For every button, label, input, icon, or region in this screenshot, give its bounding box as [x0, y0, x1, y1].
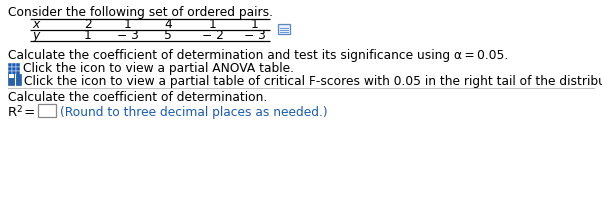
Bar [16, 71, 19, 75]
Text: y: y [32, 29, 39, 42]
Text: Click the icon to view a partial ANOVA table.: Click the icon to view a partial ANOVA t… [23, 62, 294, 75]
Text: Calculate the coefficient of determination.: Calculate the coefficient of determinati… [8, 91, 267, 104]
Text: Consider the following set of ordered pairs.: Consider the following set of ordered pa… [8, 6, 273, 19]
Text: 1: 1 [124, 18, 132, 31]
Text: 1: 1 [251, 18, 259, 31]
Text: − 2: − 2 [202, 29, 224, 42]
Bar [12, 71, 16, 75]
Text: x: x [32, 18, 39, 31]
Text: 4: 4 [164, 18, 172, 31]
Bar [12, 67, 16, 71]
Text: (Round to three decimal places as needed.): (Round to three decimal places as needed… [60, 106, 327, 119]
Bar [38, 104, 56, 117]
Text: 2: 2 [16, 105, 22, 114]
Text: Calculate the coefficient of determination and test its significance using α = 0: Calculate the coefficient of determinati… [8, 49, 508, 62]
Text: 2: 2 [84, 18, 92, 31]
Bar [16, 67, 19, 71]
Bar [12, 63, 16, 67]
Bar [16, 63, 19, 67]
Text: R: R [8, 106, 17, 119]
Text: 5: 5 [164, 29, 172, 42]
Bar [8, 67, 11, 71]
Text: − 3: − 3 [117, 29, 139, 42]
Text: Click the icon to view a partial table of critical F-scores with 0.05 in the rig: Click the icon to view a partial table o… [24, 75, 602, 88]
Text: 1: 1 [209, 18, 217, 31]
Bar [8, 63, 11, 67]
Bar [8, 71, 11, 75]
Text: =: = [20, 106, 36, 119]
FancyBboxPatch shape [278, 24, 290, 34]
Bar [8, 74, 21, 85]
Text: 1: 1 [84, 29, 92, 42]
Text: − 3: − 3 [244, 29, 266, 42]
Bar [9, 74, 14, 78]
